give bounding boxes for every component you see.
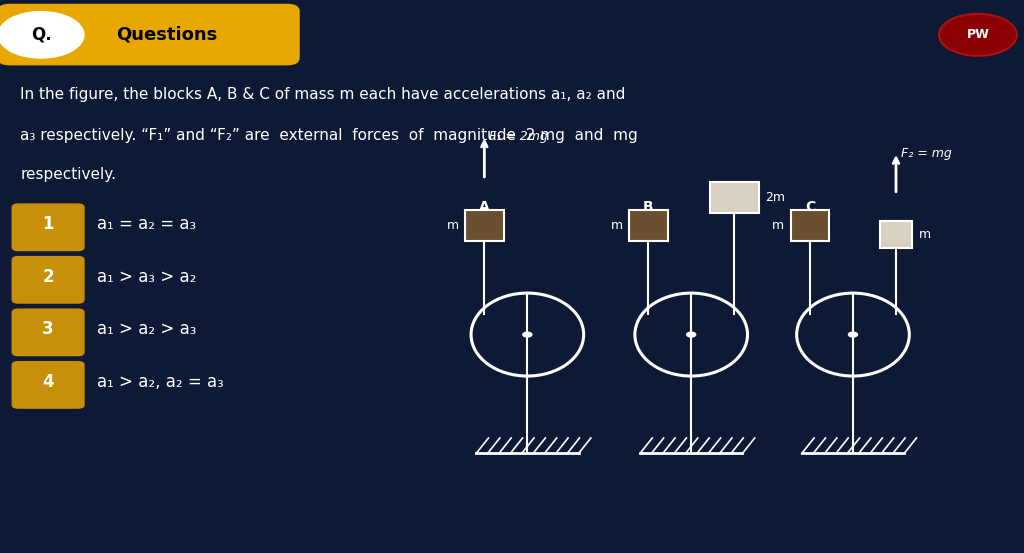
FancyBboxPatch shape <box>0 4 299 65</box>
Bar <box>710 182 759 213</box>
Text: a₁ > a₂, a₂ = a₃: a₁ > a₂, a₂ = a₃ <box>97 373 224 390</box>
Text: a₁ > a₃ > a₂: a₁ > a₃ > a₂ <box>97 268 197 285</box>
Text: F₁ = 2mg: F₁ = 2mg <box>489 130 548 143</box>
Bar <box>629 210 668 241</box>
Circle shape <box>687 332 695 337</box>
Text: a₁ = a₂ = a₃: a₁ = a₂ = a₃ <box>97 215 197 233</box>
Text: respectively.: respectively. <box>20 166 117 182</box>
Text: B: B <box>643 200 653 214</box>
FancyBboxPatch shape <box>12 309 84 356</box>
Text: a₃ respectively. “F₁” and “F₂” are  external  forces  of  magnitude  2 mg  and  : a₃ respectively. “F₁” and “F₂” are exter… <box>20 128 638 143</box>
Text: a₁ > a₂ > a₃: a₁ > a₂ > a₃ <box>97 320 197 338</box>
FancyBboxPatch shape <box>12 362 84 408</box>
Text: Questions: Questions <box>117 26 217 44</box>
Text: Q.: Q. <box>31 26 51 44</box>
Text: A: A <box>479 200 489 214</box>
Bar <box>791 210 829 241</box>
Bar <box>880 221 912 248</box>
Bar <box>465 210 504 241</box>
Text: F₂ = mg: F₂ = mg <box>901 147 952 160</box>
Text: m: m <box>446 219 459 232</box>
Text: PW: PW <box>967 28 989 41</box>
Circle shape <box>849 332 857 337</box>
Circle shape <box>939 14 1017 56</box>
Text: m: m <box>919 228 931 241</box>
Text: 4: 4 <box>42 373 54 390</box>
FancyBboxPatch shape <box>12 204 84 251</box>
Text: m: m <box>610 219 623 232</box>
FancyBboxPatch shape <box>12 257 84 303</box>
Text: m: m <box>772 219 784 232</box>
Circle shape <box>0 12 84 58</box>
Circle shape <box>523 332 531 337</box>
Text: 3: 3 <box>42 320 54 338</box>
Text: In the figure, the blocks A, B & C of mass m each have accelerations a₁, a₂ and: In the figure, the blocks A, B & C of ma… <box>20 86 626 102</box>
Text: 2: 2 <box>42 268 54 285</box>
Text: C: C <box>805 200 815 214</box>
Text: 1: 1 <box>42 215 54 233</box>
Text: 2m: 2m <box>765 191 785 204</box>
